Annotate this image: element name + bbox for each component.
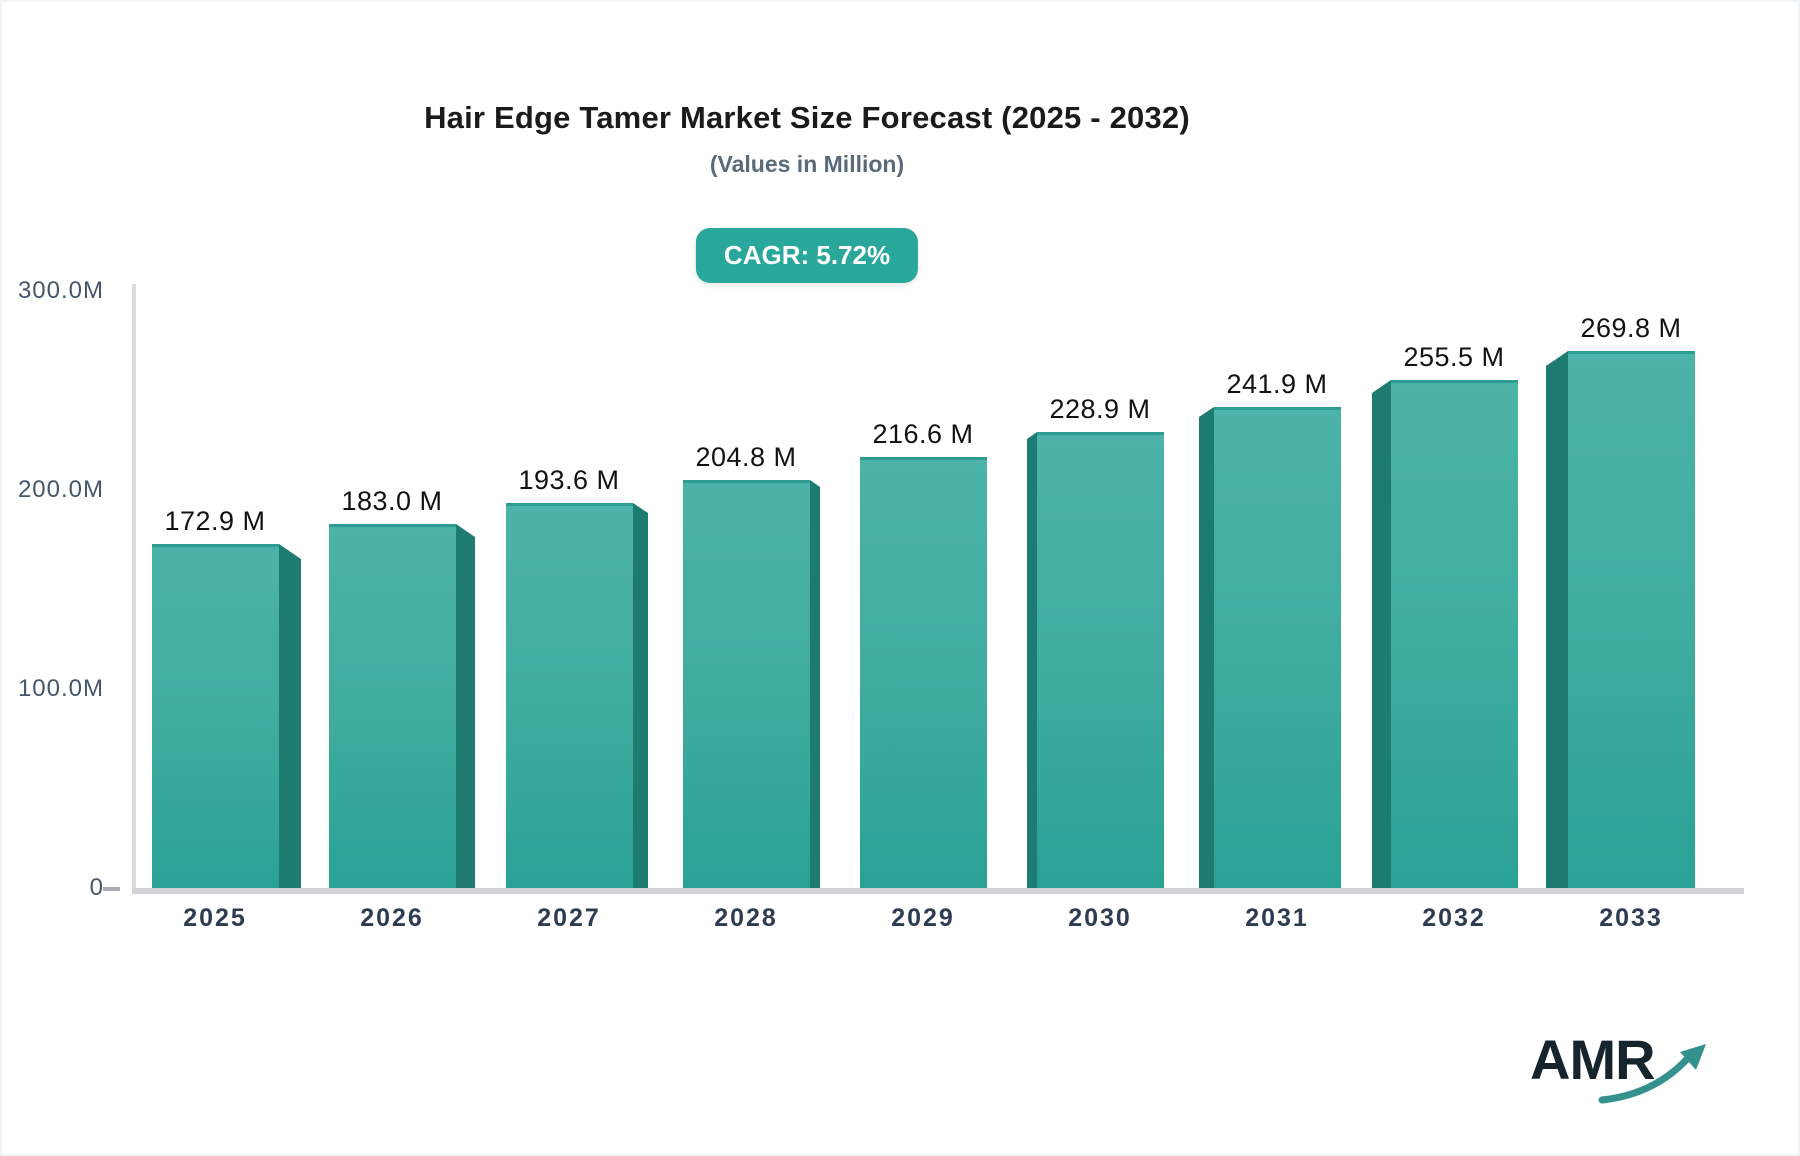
x-tick-label: 2032 <box>1422 904 1486 932</box>
bar-side-panel <box>1199 407 1214 888</box>
bar-side-panel <box>279 544 301 888</box>
chart-header: Hair Edge Tamer Market Size Forecast (20… <box>2 2 1612 302</box>
x-tick-label: 2027 <box>537 904 601 932</box>
x-tick-label: 2030 <box>1068 904 1132 932</box>
bar-value-label: 241.9 M <box>1226 369 1328 399</box>
chart-title: Hair Edge Tamer Market Size Forecast (20… <box>424 100 1190 135</box>
bar-side-panel <box>1372 380 1391 888</box>
bar-value-label: 228.9 M <box>1049 394 1151 424</box>
bar-2029 <box>860 457 987 888</box>
bar-value-label: 204.8 M <box>695 442 797 472</box>
bar-2030 <box>1037 432 1164 888</box>
bar-side-panel <box>633 503 648 888</box>
x-tick-label: 2028 <box>714 904 778 932</box>
amr-logo: AMR <box>1530 1030 1730 1120</box>
y-tick-label: 200.0M <box>17 476 104 503</box>
bar-2028 <box>683 480 810 888</box>
bar-value-label: 255.5 M <box>1403 342 1505 372</box>
bar-value-label: 193.6 M <box>518 465 620 495</box>
bar-value-label: 172.9 M <box>164 506 266 536</box>
y-tick-label: 100.0M <box>17 675 104 702</box>
bar-value-label: 216.6 M <box>872 419 974 449</box>
x-tick-label: 2025 <box>183 904 247 932</box>
chart-subtitle: (Values in Million) <box>709 151 905 177</box>
cagr-badge: CAGR: 5.72% <box>695 228 919 283</box>
y-tick-label: 0 <box>89 874 104 901</box>
bar-value-label: 183.0 M <box>341 486 443 516</box>
bar-2033 <box>1568 351 1695 888</box>
bar-2027 <box>506 503 633 888</box>
bar-side-panel <box>1546 351 1568 888</box>
bar-2032 <box>1391 380 1518 888</box>
bar-side-panel <box>456 524 475 888</box>
bar-side-panel <box>810 480 820 888</box>
bar-side-panel <box>1027 432 1037 888</box>
bar-2025 <box>152 544 279 888</box>
x-tick-label: 2029 <box>891 904 955 932</box>
y-axis-line <box>132 284 136 888</box>
y-tick-label: 300.0M <box>17 277 104 304</box>
x-tick-label: 2031 <box>1245 904 1309 932</box>
bar-2026 <box>329 524 456 888</box>
bar-2031 <box>1214 407 1341 888</box>
x-tick-label: 2033 <box>1599 904 1663 932</box>
bar-value-label: 269.8 M <box>1580 313 1682 343</box>
zero-tick-mark <box>103 887 120 891</box>
x-axis-baseline <box>132 888 1744 894</box>
amr-logo-text: AMR <box>1530 1028 1656 1091</box>
amr-logo-arrow-icon <box>1598 1044 1706 1104</box>
x-tick-label: 2026 <box>360 904 424 932</box>
